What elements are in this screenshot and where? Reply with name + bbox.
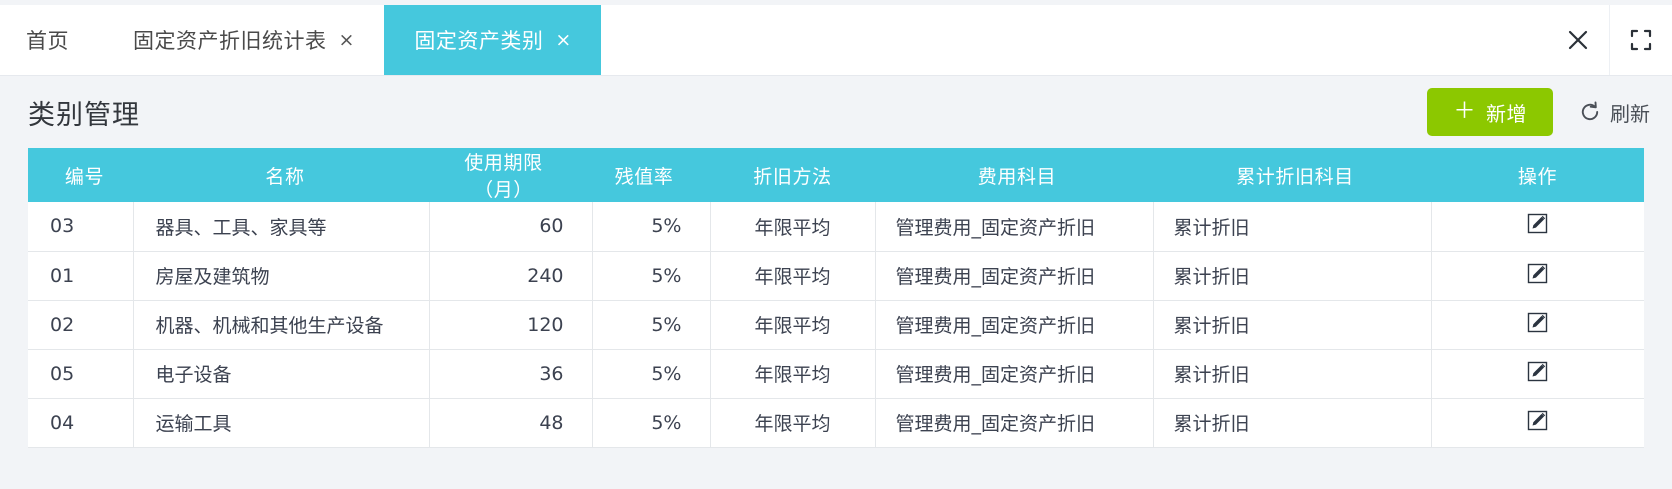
cell-method: 年限平均 [710, 202, 876, 252]
table-row[interactable]: 03 器具、工具、家具等 60 5% 年限平均 管理费用_固定资产折旧 累计折旧 [28, 202, 1644, 252]
edit-icon[interactable] [1527, 361, 1548, 382]
cell-action [1431, 202, 1644, 252]
cell-expense: 管理费用_固定资产折旧 [875, 251, 1154, 301]
edit-icon[interactable] [1527, 410, 1548, 431]
tab-bar-top-strip [0, 0, 1672, 5]
fullscreen-icon[interactable] [1609, 5, 1672, 75]
table-row[interactable]: 04 运输工具 48 5% 年限平均 管理费用_固定资产折旧 累计折旧 [28, 398, 1644, 448]
cell-name: 机器、机械和其他生产设备 [133, 300, 430, 350]
tab-bar: 首页 固定资产折旧统计表 × 固定资产类别 × [0, 0, 1672, 76]
column-header-salvage[interactable]: 残值率 [592, 148, 710, 202]
category-table-container: 编号 名称 使用期限（月） 残值率 折旧方法 费用科目 累计折旧科目 操作 03… [28, 148, 1644, 448]
cell-life: 36 [429, 349, 593, 399]
table-row[interactable]: 05 电子设备 36 5% 年限平均 管理费用_固定资产折旧 累计折旧 [28, 349, 1644, 399]
tab-home[interactable]: 首页 [0, 5, 103, 75]
add-button-label: 新增 [1486, 101, 1527, 126]
cell-method: 年限平均 [710, 251, 876, 301]
cell-expense: 管理费用_固定资产折旧 [875, 349, 1154, 399]
cell-name: 电子设备 [133, 349, 430, 399]
cell-life: 240 [429, 251, 593, 301]
cell-expense: 管理费用_固定资产折旧 [875, 300, 1154, 350]
table-row[interactable]: 01 房屋及建筑物 240 5% 年限平均 管理费用_固定资产折旧 累计折旧 [28, 251, 1644, 301]
cell-salvage: 5% [592, 398, 711, 448]
column-header-name[interactable]: 名称 [133, 148, 429, 202]
cell-method: 年限平均 [710, 349, 876, 399]
cell-accumulated: 累计折旧 [1153, 202, 1432, 252]
column-header-expense[interactable]: 费用科目 [875, 148, 1153, 202]
refresh-button[interactable]: 刷新 [1579, 98, 1650, 127]
plus-icon: ＋ [1453, 99, 1476, 124]
column-header-method[interactable]: 折旧方法 [710, 148, 875, 202]
cell-expense: 管理费用_固定资产折旧 [875, 398, 1154, 448]
close-icon[interactable] [1547, 5, 1609, 75]
cell-code: 01 [28, 251, 134, 301]
column-header-life[interactable]: 使用期限（月） [429, 148, 592, 202]
cell-name: 器具、工具、家具等 [133, 202, 430, 252]
cell-accumulated: 累计折旧 [1153, 398, 1432, 448]
column-header-accumulated[interactable]: 累计折旧科目 [1153, 148, 1431, 202]
edit-icon[interactable] [1527, 213, 1548, 234]
table-row[interactable]: 02 机器、机械和其他生产设备 120 5% 年限平均 管理费用_固定资产折旧 … [28, 300, 1644, 350]
cell-name: 运输工具 [133, 398, 430, 448]
cell-code: 04 [28, 398, 134, 448]
table-header-row: 编号 名称 使用期限（月） 残值率 折旧方法 费用科目 累计折旧科目 操作 [28, 148, 1644, 202]
cell-life: 60 [429, 202, 593, 252]
cell-method: 年限平均 [710, 300, 876, 350]
cell-action [1431, 398, 1644, 448]
tab-depreciation-report[interactable]: 固定资产折旧统计表 × [103, 5, 385, 75]
refresh-button-label: 刷新 [1610, 101, 1650, 126]
add-button[interactable]: ＋ 新增 [1427, 88, 1553, 136]
edit-icon[interactable] [1527, 312, 1548, 333]
tab-asset-category-label: 固定资产类别 [414, 29, 544, 53]
cell-action [1431, 251, 1644, 301]
category-table: 编号 名称 使用期限（月） 残值率 折旧方法 费用科目 累计折旧科目 操作 03… [28, 148, 1644, 448]
cell-salvage: 5% [592, 349, 711, 399]
page-title: 类别管理 [28, 99, 140, 131]
tab-close-icon[interactable]: × [555, 28, 572, 51]
cell-salvage: 5% [592, 300, 711, 350]
tab-home-label: 首页 [26, 29, 69, 53]
table-header: 编号 名称 使用期限（月） 残值率 折旧方法 费用科目 累计折旧科目 操作 [28, 148, 1644, 202]
cell-expense: 管理费用_固定资产折旧 [875, 202, 1154, 252]
cell-name: 房屋及建筑物 [133, 251, 430, 301]
cell-life: 48 [429, 398, 593, 448]
cell-action [1431, 349, 1644, 399]
tab-asset-category[interactable]: 固定资产类别 × [384, 5, 602, 75]
tab-close-icon[interactable]: × [338, 28, 355, 51]
cell-accumulated: 累计折旧 [1153, 300, 1432, 350]
cell-code: 02 [28, 300, 134, 350]
cell-code: 03 [28, 202, 134, 252]
column-header-code[interactable]: 编号 [28, 148, 133, 202]
cell-action [1431, 300, 1644, 350]
refresh-icon [1579, 101, 1601, 123]
cell-code: 05 [28, 349, 134, 399]
table-body: 03 器具、工具、家具等 60 5% 年限平均 管理费用_固定资产折旧 累计折旧 [28, 202, 1644, 448]
cell-salvage: 5% [592, 202, 711, 252]
cell-accumulated: 累计折旧 [1153, 251, 1432, 301]
cell-accumulated: 累计折旧 [1153, 349, 1432, 399]
cell-method: 年限平均 [710, 398, 876, 448]
tab-list: 首页 固定资产折旧统计表 × 固定资产类别 × [0, 0, 1547, 75]
cell-life: 120 [429, 300, 593, 350]
tab-depreciation-report-label: 固定资产折旧统计表 [133, 29, 327, 53]
page-header: 类别管理 ＋ 新增 刷新 [0, 76, 1672, 148]
cell-salvage: 5% [592, 251, 711, 301]
edit-icon[interactable] [1527, 263, 1548, 284]
column-header-action[interactable]: 操作 [1431, 148, 1644, 202]
tab-bar-actions [1547, 0, 1672, 75]
